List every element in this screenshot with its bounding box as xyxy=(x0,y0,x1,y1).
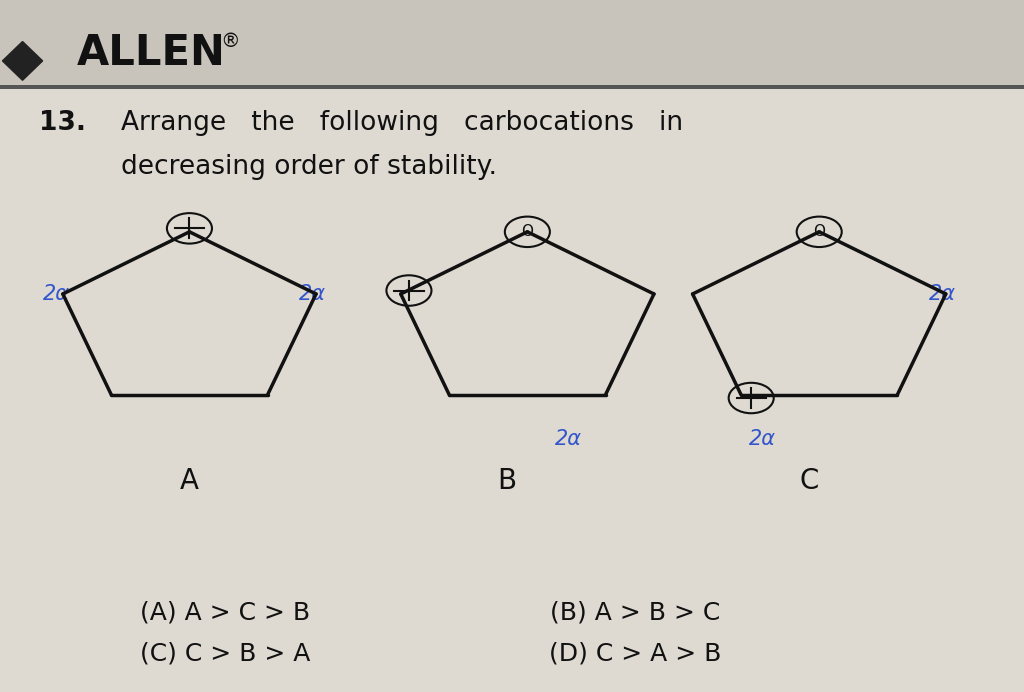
Text: (D) C > A > B: (D) C > A > B xyxy=(549,642,721,666)
FancyBboxPatch shape xyxy=(0,0,1024,86)
Text: 2α: 2α xyxy=(750,430,776,449)
Text: 13.: 13. xyxy=(39,110,86,136)
Polygon shape xyxy=(2,42,43,80)
Text: Arrange   the   following   carbocations   in: Arrange the following carbocations in xyxy=(121,110,683,136)
Text: O: O xyxy=(813,224,825,239)
Text: (B) A > B > C: (B) A > B > C xyxy=(550,601,720,624)
Text: 2α: 2α xyxy=(43,284,70,304)
Text: A: A xyxy=(180,467,199,495)
Text: 2α: 2α xyxy=(929,284,955,304)
Text: (A) A > C > B: (A) A > C > B xyxy=(140,601,310,624)
Text: O: O xyxy=(521,224,534,239)
Text: C: C xyxy=(800,467,818,495)
Text: ®: ® xyxy=(220,32,240,51)
Text: 2α: 2α xyxy=(299,284,326,304)
Text: B: B xyxy=(498,467,516,495)
FancyBboxPatch shape xyxy=(0,85,1024,89)
Text: (C) C > B > A: (C) C > B > A xyxy=(140,642,310,666)
Text: 2α: 2α xyxy=(555,430,582,449)
Text: decreasing order of stability.: decreasing order of stability. xyxy=(121,154,497,181)
Text: ALLEN: ALLEN xyxy=(77,33,225,74)
